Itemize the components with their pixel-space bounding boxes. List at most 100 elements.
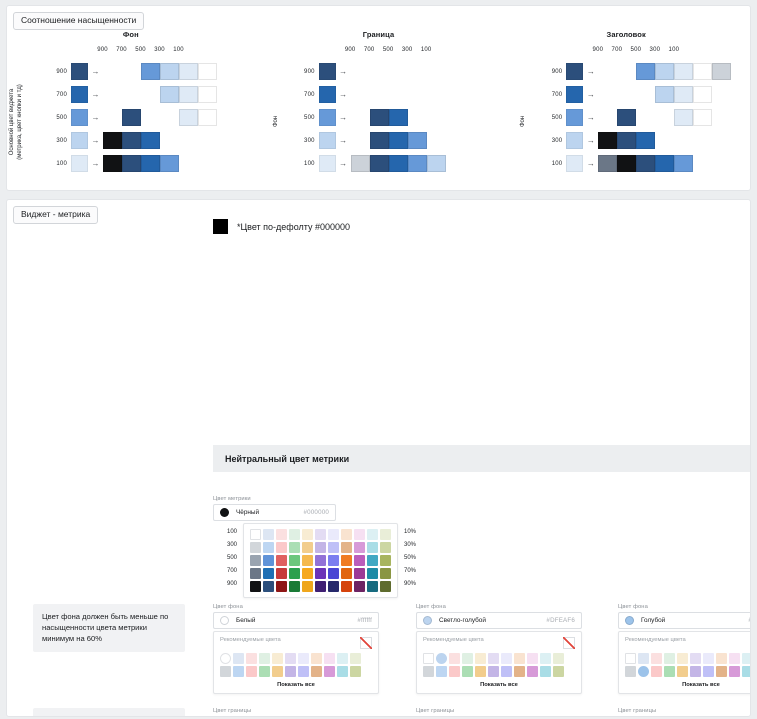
color-swatch[interactable] [677, 666, 688, 677]
color-swatch[interactable] [350, 666, 361, 677]
color-swatch[interactable] [742, 653, 750, 664]
color-swatch[interactable] [462, 666, 473, 677]
color-swatch[interactable] [380, 581, 391, 592]
color-swatch[interactable] [220, 666, 231, 677]
color-swatch[interactable] [315, 568, 326, 579]
color-swatch[interactable] [475, 666, 486, 677]
color-swatch[interactable] [302, 568, 313, 579]
color-swatch[interactable] [651, 666, 662, 677]
color-select[interactable]: Светло-голубой #DFEAF6 [416, 612, 582, 629]
color-select[interactable]: Голубой #DFEAF6 [618, 612, 750, 629]
color-swatch[interactable] [311, 666, 322, 677]
color-swatch[interactable] [259, 666, 270, 677]
color-swatch[interactable] [354, 581, 365, 592]
color-swatch[interactable] [298, 666, 309, 677]
color-swatch[interactable] [276, 529, 287, 540]
color-swatch[interactable] [690, 666, 701, 677]
color-swatch[interactable] [703, 666, 714, 677]
color-swatch[interactable] [289, 568, 300, 579]
color-swatch[interactable] [302, 581, 313, 592]
color-swatch[interactable] [328, 529, 339, 540]
show-all-button[interactable]: Показать все [682, 682, 720, 688]
color-swatch[interactable] [475, 653, 486, 664]
color-swatch[interactable] [220, 653, 231, 664]
color-swatch[interactable] [246, 653, 257, 664]
color-swatch[interactable] [462, 653, 473, 664]
color-swatch[interactable] [553, 666, 564, 677]
color-swatch[interactable] [250, 568, 261, 579]
color-swatch[interactable] [436, 653, 447, 664]
color-swatch[interactable] [324, 653, 335, 664]
color-swatch[interactable] [315, 529, 326, 540]
color-swatch[interactable] [341, 555, 352, 566]
color-swatch[interactable] [289, 542, 300, 553]
color-swatch[interactable] [263, 542, 274, 553]
color-swatch[interactable] [553, 653, 564, 664]
color-swatch[interactable] [367, 529, 378, 540]
color-swatch[interactable] [651, 653, 662, 664]
color-swatch[interactable] [501, 653, 512, 664]
color-swatch[interactable] [272, 666, 283, 677]
color-swatch[interactable] [263, 581, 274, 592]
color-swatch[interactable] [449, 653, 460, 664]
color-swatch[interactable] [380, 542, 391, 553]
color-swatch[interactable] [233, 653, 244, 664]
color-swatch[interactable] [703, 653, 714, 664]
color-swatch[interactable] [729, 666, 740, 677]
no-color-swatch[interactable] [360, 637, 372, 649]
color-select[interactable]: Зеленый#3EA44C [213, 716, 379, 717]
color-swatch[interactable] [328, 555, 339, 566]
tab-widget-metric[interactable]: Виджет - метрика [13, 206, 99, 224]
color-swatch[interactable] [638, 653, 649, 664]
color-swatch[interactable] [315, 542, 326, 553]
color-swatch[interactable] [625, 666, 636, 677]
color-swatch[interactable] [625, 653, 636, 664]
color-swatch[interactable] [488, 666, 499, 677]
color-swatch[interactable] [350, 653, 361, 664]
color-swatch[interactable] [527, 666, 538, 677]
color-swatch[interactable] [449, 666, 460, 677]
color-swatch[interactable] [315, 581, 326, 592]
color-swatch[interactable] [276, 581, 287, 592]
color-swatch[interactable] [380, 555, 391, 566]
color-swatch[interactable] [436, 666, 447, 677]
color-swatch[interactable] [677, 653, 688, 664]
color-swatch[interactable] [354, 529, 365, 540]
color-swatch[interactable] [233, 666, 244, 677]
color-swatch[interactable] [285, 666, 296, 677]
color-swatch[interactable] [276, 568, 287, 579]
color-swatch[interactable] [423, 666, 434, 677]
color-swatch[interactable] [341, 568, 352, 579]
color-swatch[interactable] [488, 653, 499, 664]
color-swatch[interactable] [341, 529, 352, 540]
show-all-button[interactable]: Показать все [480, 682, 518, 688]
color-swatch[interactable] [289, 555, 300, 566]
color-swatch[interactable] [716, 653, 727, 664]
color-swatch[interactable] [259, 653, 270, 664]
color-swatch[interactable] [367, 581, 378, 592]
color-select[interactable]: Синий#2B6DAD [416, 716, 582, 717]
color-swatch[interactable] [289, 529, 300, 540]
color-select[interactable]: Светло-синий#2B6DAD [618, 716, 751, 717]
color-swatch[interactable] [276, 555, 287, 566]
color-swatch[interactable] [341, 542, 352, 553]
color-swatch[interactable] [328, 542, 339, 553]
color-swatch[interactable] [302, 529, 313, 540]
color-swatch[interactable] [337, 653, 348, 664]
color-swatch[interactable] [276, 542, 287, 553]
color-swatch[interactable] [311, 653, 322, 664]
color-swatch[interactable] [354, 555, 365, 566]
color-swatch[interactable] [302, 555, 313, 566]
color-swatch[interactable] [380, 529, 391, 540]
color-swatch[interactable] [527, 653, 538, 664]
tab-saturation-ratio[interactable]: Соотношение насыщенности [13, 12, 145, 30]
color-swatch[interactable] [337, 666, 348, 677]
color-swatch[interactable] [263, 529, 274, 540]
color-swatch[interactable] [638, 666, 649, 677]
color-swatch[interactable] [250, 542, 261, 553]
color-swatch[interactable] [501, 666, 512, 677]
color-swatch[interactable] [514, 653, 525, 664]
color-swatch[interactable] [367, 542, 378, 553]
color-swatch[interactable] [263, 568, 274, 579]
metric-color-select[interactable]: Чёрный #000000 [213, 504, 336, 521]
